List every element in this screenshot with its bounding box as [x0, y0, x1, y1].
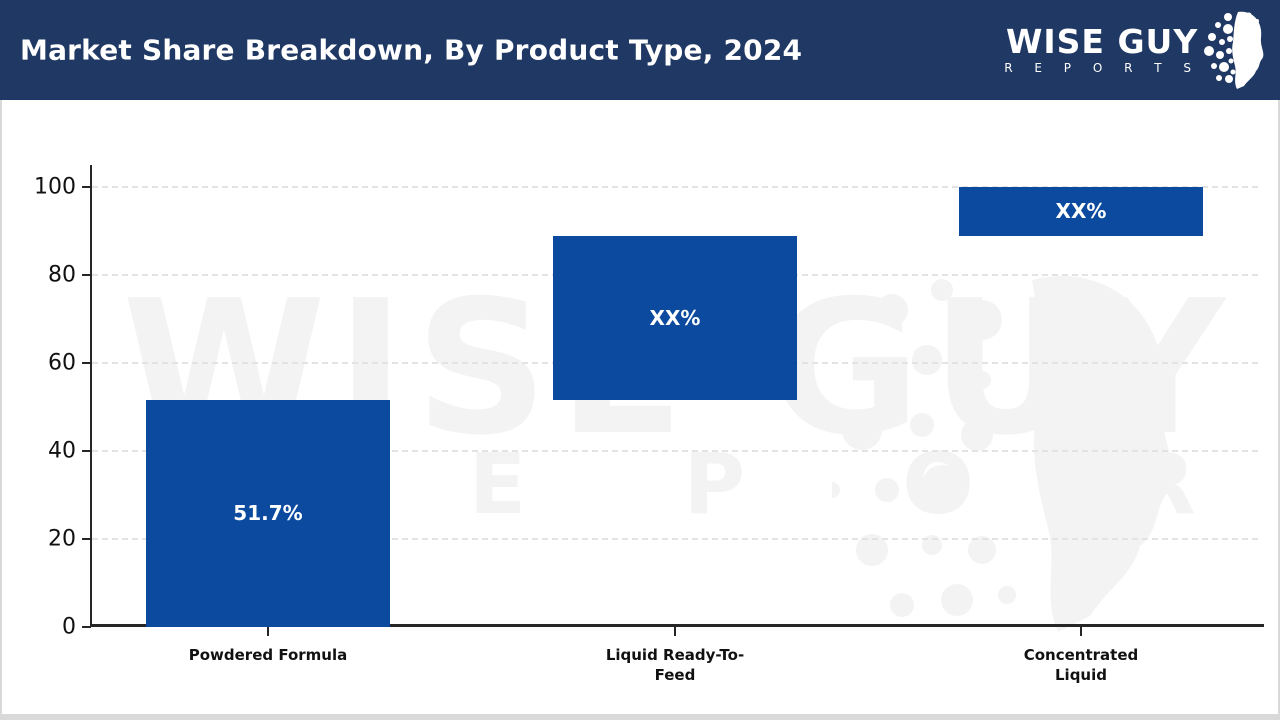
- category-label-powdered-formula: Powdered Formula: [188, 646, 348, 664]
- page-title: Market Share Breakdown, By Product Type,…: [20, 33, 803, 67]
- y-tick-label-60: 60: [48, 350, 76, 376]
- gridline-y40: [92, 450, 1258, 452]
- gridline-y100: [92, 186, 1258, 188]
- y-tick-mark-40: [82, 450, 91, 452]
- y-tick-label-100: 100: [34, 174, 76, 200]
- x-tick-mark-1: [674, 627, 676, 636]
- category-label-concentrated-liquid: Concentrated Liquid: [1023, 646, 1139, 684]
- bar-value-label: XX%: [1055, 199, 1107, 224]
- x-tick-mark-2: [1080, 627, 1082, 636]
- chart-container: WISE GUY R E P O R T S 02040608010051.7%…: [0, 100, 1280, 720]
- logo-wordmark: WISE GUY R E P O R T S: [1004, 22, 1200, 76]
- logo-wordmark-sub: R E P O R T S: [1004, 61, 1200, 75]
- bar-value-label: 51.7%: [233, 501, 303, 526]
- bar-concentrated-liquid: XX%: [959, 187, 1203, 236]
- x-tick-mark-0: [267, 627, 269, 636]
- y-tick-label-40: 40: [48, 438, 76, 464]
- y-tick-mark-0: [82, 626, 91, 628]
- category-label-liquid-ready-to-feed: Liquid Ready-To- Feed: [605, 646, 745, 684]
- bar-liquid-ready-to-feed: XX%: [553, 235, 797, 400]
- watermark-face-icon: [832, 276, 1174, 632]
- wise-guy-logo: WISE GUY R E P O R T S: [1004, 8, 1266, 92]
- bar-value-label: XX%: [649, 305, 701, 330]
- logo-wordmark-main: WISE GUY: [1005, 22, 1199, 61]
- y-tick-label-0: 0: [62, 614, 76, 640]
- header-bar: Market Share Breakdown, By Product Type,…: [0, 0, 1280, 100]
- gridline-y20: [92, 538, 1258, 540]
- logo-face-icon: [1204, 11, 1264, 89]
- y-tick-mark-20: [82, 538, 91, 540]
- plot-area: 0 20 40 60 80 100 51.7% Powdered Formula XX% Liqu…: [34, 165, 1264, 684]
- y-tick-label-20: 20: [48, 526, 76, 552]
- y-tick-mark-100: [82, 186, 91, 188]
- bar-powdered-formula: 51.7%: [146, 399, 390, 627]
- y-tick-label-80: 80: [48, 262, 76, 288]
- bottom-divider: [2, 714, 1280, 720]
- y-tick-mark-80: [82, 274, 91, 276]
- y-tick-mark-60: [82, 362, 91, 364]
